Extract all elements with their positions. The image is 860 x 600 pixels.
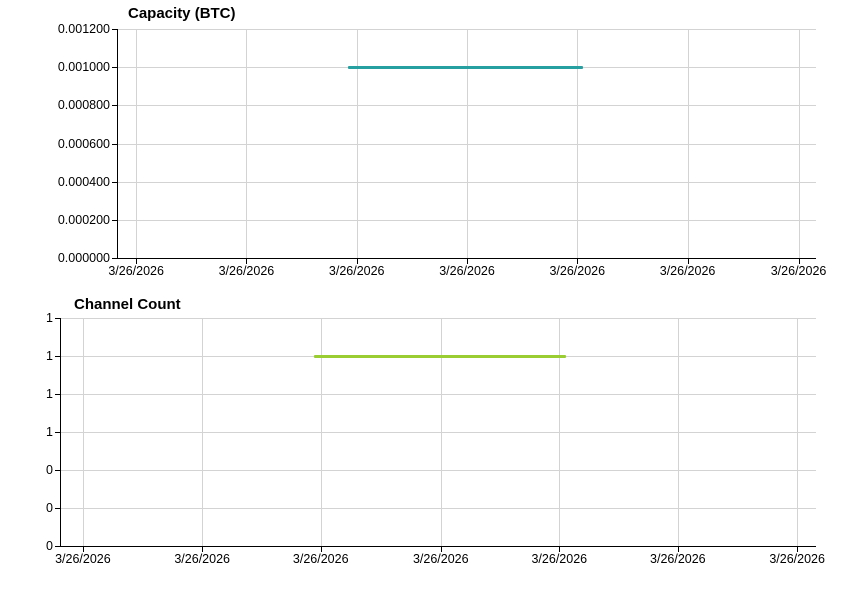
x-tick-mark (356, 258, 358, 264)
x-tick-mark (677, 546, 679, 552)
h-gridline (61, 470, 816, 471)
v-gridline (136, 29, 138, 258)
v-gridline (577, 29, 579, 258)
capacity-plot-area: 0.001200 0.001000 0.000800 0.000600 0.000400… (58, 22, 826, 278)
x-tick-label: 3/26/2026 (531, 552, 588, 566)
x-tick-label: 3/26/2026 (412, 552, 469, 566)
y-tick-label: 0 (46, 501, 53, 515)
v-gridline (202, 318, 204, 546)
y-tick-mark (112, 67, 118, 69)
y-tick-label: 0.001200 (57, 22, 110, 36)
y-tick-label: 1 (46, 425, 53, 439)
y-tick-mark (112, 143, 118, 145)
x-tick-mark (82, 546, 84, 552)
y-tick-mark (112, 219, 118, 221)
x-tick-mark (440, 546, 442, 552)
x-tick-label: 3/26/2026 (549, 264, 606, 278)
v-gridline (320, 318, 322, 546)
y-tick-label: 1 (46, 349, 53, 363)
v-gridline (82, 318, 84, 546)
channel-count-plot-area: 1 1 1 1 0 0 0 3/26/2026 3/26/2026 3/26/2026 3/26/2… (46, 311, 825, 566)
y-tick-label: 0 (46, 539, 53, 553)
h-gridline (61, 394, 816, 395)
capacity-chart-title: Capacity (BTC) (128, 5, 236, 22)
x-tick-label: 3/26/2026 (439, 264, 495, 278)
y-tick-label: 0.001000 (57, 60, 110, 75)
x-tick-label: 3/26/2026 (769, 552, 825, 566)
x-tick-label: 3/26/2026 (659, 264, 716, 278)
v-gridline (677, 318, 679, 546)
y-tick-mark (55, 432, 61, 433)
y-tick-label: 1 (46, 387, 53, 401)
channel-count-chart-title: Channel Count (74, 296, 181, 313)
y-tick-label: 0.000800 (57, 98, 110, 113)
y-tick-label: 0.000600 (57, 136, 110, 151)
y-tick-mark (112, 258, 118, 259)
y-tick-mark (112, 29, 118, 30)
v-gridline (356, 29, 358, 258)
y-tick-mark (55, 318, 61, 319)
v-gridline (798, 29, 800, 258)
x-tick-label: 3/26/2026 (55, 552, 111, 566)
v-gridline (797, 318, 799, 546)
x-tick-label: 3/26/2026 (174, 552, 230, 566)
x-tick-label: 3/26/2026 (292, 552, 349, 566)
x-tick-mark (559, 546, 561, 552)
x-tick-label: 3/26/2026 (770, 264, 827, 278)
x-tick-label: 3/26/2026 (328, 264, 385, 278)
y-tick-label: 0.000400 (57, 174, 110, 189)
x-tick-mark (797, 546, 799, 552)
v-gridline (559, 318, 561, 546)
y-tick-label: 1 (46, 311, 53, 325)
y-tick-mark (112, 105, 118, 107)
v-gridline (440, 318, 442, 546)
x-tick-mark (202, 546, 204, 552)
y-tick-mark (55, 508, 61, 509)
x-tick-label: 3/26/2026 (218, 264, 275, 278)
v-gridline (687, 29, 689, 258)
x-tick-label: 3/26/2026 (108, 264, 164, 278)
x-tick-mark (320, 546, 322, 552)
v-gridline (467, 29, 468, 258)
y-tick-mark (55, 394, 61, 395)
y-tick-label: 0.000200 (57, 212, 110, 227)
channel-count-line (313, 354, 567, 358)
x-tick-mark (687, 258, 689, 264)
x-tick-mark (246, 258, 248, 264)
v-gridline (246, 29, 248, 258)
h-gridline (61, 318, 816, 319)
x-tick-mark (467, 258, 468, 264)
y-tick-mark (55, 470, 61, 471)
h-gridline (61, 432, 816, 433)
y-tick-mark (55, 546, 61, 547)
y-tick-label: 0.000000 (57, 251, 110, 265)
y-tick-mark (112, 181, 118, 183)
y-tick-mark (55, 356, 61, 357)
h-gridline (61, 508, 816, 509)
x-tick-mark (136, 258, 138, 264)
capacity-btc-line (348, 65, 583, 69)
x-tick-mark (798, 258, 800, 264)
x-tick-mark (577, 258, 579, 264)
y-tick-label: 0 (46, 463, 53, 477)
x-tick-label: 3/26/2026 (650, 552, 706, 566)
